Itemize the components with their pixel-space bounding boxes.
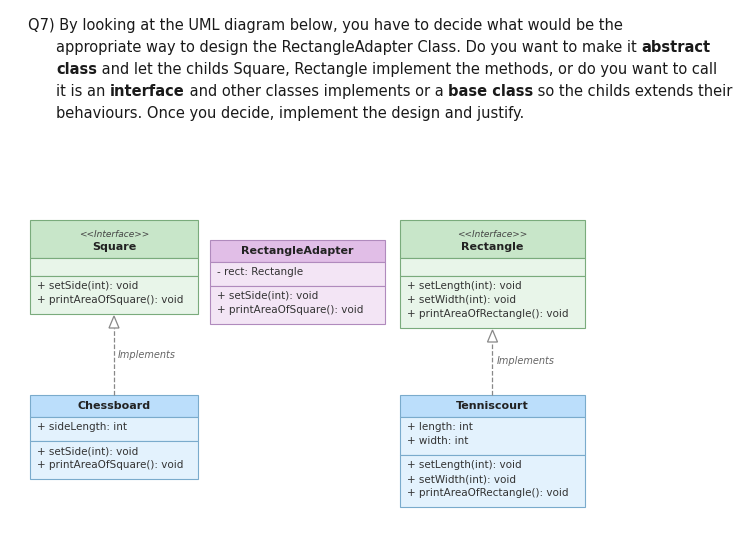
Text: Q7) By looking at the UML diagram below, you have to decide what would be the: Q7) By looking at the UML diagram below,… bbox=[28, 18, 623, 33]
Text: + printAreaOfSquare(): void: + printAreaOfSquare(): void bbox=[217, 305, 364, 315]
Bar bbox=[400, 276, 585, 328]
Bar bbox=[30, 258, 198, 276]
Bar bbox=[30, 441, 198, 479]
Text: + setWidth(int): void: + setWidth(int): void bbox=[407, 295, 516, 305]
Text: interface: interface bbox=[110, 84, 184, 99]
Text: Implements: Implements bbox=[496, 356, 554, 366]
Text: + sideLength: int: + sideLength: int bbox=[37, 422, 127, 432]
Bar bbox=[30, 220, 198, 258]
Text: Rectangle: Rectangle bbox=[462, 242, 523, 252]
Text: + setSide(int): void: + setSide(int): void bbox=[217, 291, 319, 301]
Text: + setLength(int): void: + setLength(int): void bbox=[407, 460, 522, 470]
Text: - rect: Rectangle: - rect: Rectangle bbox=[217, 267, 303, 277]
Text: + printAreaOfSquare(): void: + printAreaOfSquare(): void bbox=[37, 460, 184, 470]
Text: Implements: Implements bbox=[118, 350, 176, 360]
Bar bbox=[210, 286, 385, 324]
Text: + length: int: + length: int bbox=[407, 422, 473, 432]
Text: Chessboard: Chessboard bbox=[78, 401, 151, 411]
Text: + printAreaOfRectangle(): void: + printAreaOfRectangle(): void bbox=[407, 309, 569, 319]
Bar bbox=[400, 258, 585, 276]
Text: class: class bbox=[56, 62, 97, 77]
Bar bbox=[210, 240, 385, 262]
Bar bbox=[30, 417, 198, 441]
Text: <<Interface>>: <<Interface>> bbox=[457, 230, 528, 239]
Bar bbox=[400, 220, 585, 258]
Text: + width: int: + width: int bbox=[407, 436, 468, 446]
Bar bbox=[30, 395, 198, 417]
Text: abstract: abstract bbox=[642, 40, 711, 55]
Text: + printAreaOfRectangle(): void: + printAreaOfRectangle(): void bbox=[407, 488, 569, 498]
Text: + setLength(int): void: + setLength(int): void bbox=[407, 281, 522, 291]
Text: behaviours. Once you decide, implement the design and justify.: behaviours. Once you decide, implement t… bbox=[56, 106, 524, 121]
Text: base class: base class bbox=[448, 84, 533, 99]
Text: it is an: it is an bbox=[56, 84, 110, 99]
Text: + printAreaOfSquare(): void: + printAreaOfSquare(): void bbox=[37, 295, 184, 305]
Bar bbox=[400, 395, 585, 417]
Bar bbox=[210, 262, 385, 286]
Text: + setSide(int): void: + setSide(int): void bbox=[37, 446, 139, 456]
Text: Tenniscourt: Tenniscourt bbox=[456, 401, 529, 411]
Text: appropriate way to design the RectangleAdapter Class. Do you want to make it: appropriate way to design the RectangleA… bbox=[56, 40, 642, 55]
Bar bbox=[400, 455, 585, 507]
Text: and let the childs Square, Rectangle implement the methods, or do you want to ca: and let the childs Square, Rectangle imp… bbox=[97, 62, 717, 77]
Text: <<Interface>>: <<Interface>> bbox=[79, 230, 149, 239]
Text: + setWidth(int): void: + setWidth(int): void bbox=[407, 474, 516, 484]
Bar bbox=[400, 417, 585, 455]
Text: Square: Square bbox=[92, 242, 136, 252]
Text: + setSide(int): void: + setSide(int): void bbox=[37, 281, 139, 291]
Text: RectangleAdapter: RectangleAdapter bbox=[241, 246, 354, 256]
Text: and other classes implements or a: and other classes implements or a bbox=[184, 84, 448, 99]
Text: so the childs extends their: so the childs extends their bbox=[533, 84, 733, 99]
Bar bbox=[30, 276, 198, 314]
